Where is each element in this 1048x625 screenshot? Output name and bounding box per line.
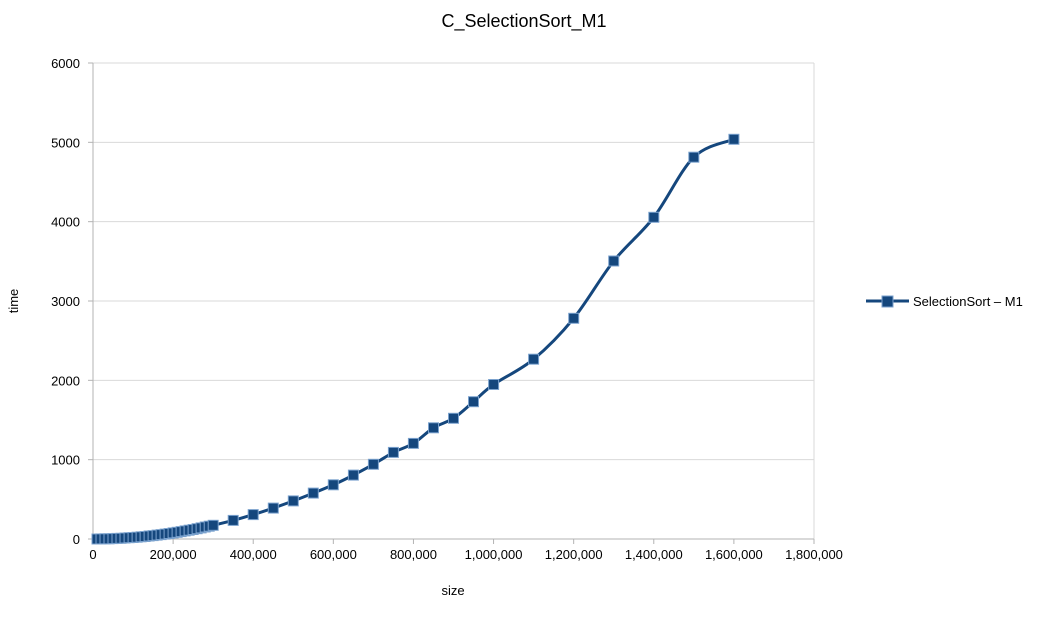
data-point-marker — [448, 412, 459, 424]
legend: SelectionSort – M1 — [866, 294, 1023, 309]
x-tick-label: 1,000,000 — [465, 547, 523, 562]
data-point-marker — [407, 437, 419, 449]
data-point-marker — [568, 312, 580, 324]
data-point-marker — [528, 353, 540, 365]
data-point-marker — [728, 133, 740, 145]
x-tick-label: 600,000 — [310, 547, 357, 562]
y-tick-label: 5000 — [51, 135, 80, 150]
x-tick-label: 1,600,000 — [705, 547, 763, 562]
y-tick-label: 3000 — [51, 294, 80, 309]
data-point-marker — [688, 151, 700, 163]
data-point-marker — [267, 502, 279, 514]
x-tick-label: 800,000 — [390, 547, 437, 562]
y-tick-label: 4000 — [51, 215, 80, 230]
data-point-marker — [347, 469, 359, 481]
data-point-marker — [327, 479, 339, 491]
x-tick-label: 0 — [89, 547, 96, 562]
data-point-marker — [488, 379, 500, 390]
data-point-marker — [207, 519, 219, 531]
data-point-marker — [227, 514, 239, 526]
chart-title: C_SelectionSort_M1 — [441, 11, 606, 32]
data-point-marker — [648, 211, 660, 223]
data-point-marker — [387, 446, 399, 458]
x-tick-label: 1,400,000 — [625, 547, 683, 562]
data-point-marker — [608, 255, 620, 267]
data-point-marker — [247, 509, 259, 521]
x-tick-label: 1,800,000 — [785, 547, 843, 562]
y-tick-label: 1000 — [51, 453, 80, 468]
data-point-marker — [468, 396, 479, 408]
data-point-marker — [287, 495, 299, 507]
y-tick-label: 6000 — [51, 56, 80, 71]
data-point-marker — [367, 458, 379, 470]
y-tick-label: 2000 — [51, 373, 80, 388]
data-point-marker — [307, 487, 319, 499]
y-tick-label: 0 — [73, 532, 80, 547]
x-tick-label: 200,000 — [150, 547, 197, 562]
series-line — [96, 137, 735, 541]
y-axis-title: time — [6, 289, 21, 314]
x-tick-label: 400,000 — [230, 547, 277, 562]
x-axis-title: size — [441, 583, 464, 598]
x-tick-label: 1,200,000 — [545, 547, 603, 562]
data-point-marker — [428, 422, 439, 434]
legend-label: SelectionSort – M1 — [913, 294, 1023, 309]
plot-area: 0 1000 2000 3000 4000 5000 6000 0 200,000 400,000… — [51, 56, 843, 562]
legend-marker-icon — [881, 295, 894, 308]
